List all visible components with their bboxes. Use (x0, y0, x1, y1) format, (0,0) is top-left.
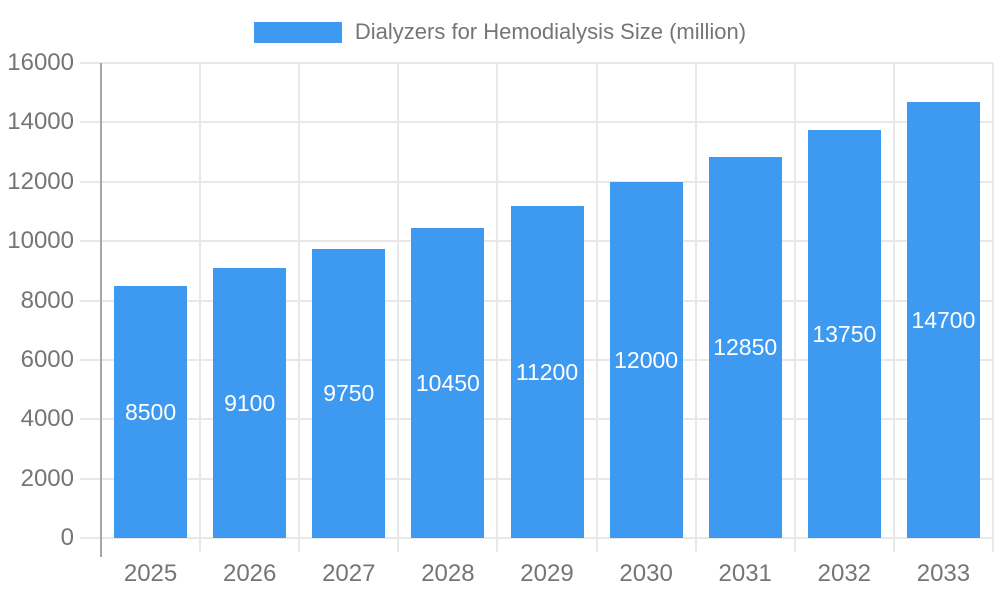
x-axis-tick-label: 2027 (322, 560, 376, 587)
chart-legend[interactable]: Dialyzers for Hemodialysis Size (million… (0, 21, 1000, 43)
x-axis-tick-label: 2028 (421, 560, 475, 587)
y-axis-tick-label: 14000 (7, 108, 74, 136)
x-gridline (992, 63, 994, 552)
x-axis-tick-label: 2033 (916, 560, 971, 587)
x-axis-tick-label: 2031 (718, 560, 772, 587)
x-axis-tick-label: 2026 (222, 560, 277, 587)
x-gridline (793, 63, 796, 552)
bar-value-label: 12850 (713, 334, 778, 361)
bar-2033[interactable] (906, 101, 980, 538)
bar-value-label: 9100 (224, 389, 276, 416)
bar-2026[interactable] (213, 267, 287, 538)
bar-value-label: 12000 (614, 346, 679, 373)
y-axis-tick-label: 2000 (20, 464, 74, 492)
x-gridline (199, 63, 202, 552)
y-axis-tick-label: 4000 (20, 405, 74, 433)
bar-2031[interactable] (708, 156, 782, 538)
x-gridline (595, 63, 598, 552)
y-gridline (80, 180, 993, 183)
bar-value-label: 11200 (515, 358, 579, 385)
bar-value-label: 8500 (124, 398, 177, 425)
y-gridline (80, 537, 993, 539)
y-axis-tick-label: 12000 (7, 167, 74, 195)
x-gridline (892, 63, 895, 552)
y-axis-tick-label: 16000 (7, 49, 74, 76)
x-axis-tick-label: 2029 (520, 560, 574, 587)
bar-2032[interactable] (807, 129, 881, 538)
y-gridline (80, 121, 993, 124)
y-axis-tick-label: 0 (60, 524, 74, 551)
bar-2028[interactable] (411, 227, 485, 538)
bar-2030[interactable] (609, 181, 683, 538)
bar-2027[interactable] (312, 248, 386, 538)
bar-value-label: 14700 (911, 306, 976, 333)
y-axis-tick-label: 8000 (20, 286, 74, 314)
bar-value-label: 9750 (323, 380, 375, 407)
x-gridline (496, 63, 499, 552)
x-gridline (694, 63, 697, 552)
y-axis-tick-label: 6000 (20, 345, 74, 373)
y-gridline (80, 62, 993, 64)
x-axis-tick-label: 2032 (817, 560, 872, 587)
x-gridline (298, 63, 301, 552)
x-gridline (397, 63, 400, 552)
x-axis-tick-label: 2025 (123, 560, 178, 587)
y-axis-tick-label: 10000 (7, 227, 74, 255)
legend-label: Dialyzers for Hemodialysis Size (million… (354, 19, 747, 44)
bar-value-label: 13750 (812, 320, 877, 347)
bar-value-label: 10450 (415, 369, 480, 396)
x-axis-tick-label: 2030 (619, 560, 673, 587)
legend-color-swatch[interactable] (253, 21, 342, 43)
bar-2029[interactable] (510, 205, 584, 538)
y-axis-line (100, 63, 102, 557)
bar-2025[interactable] (114, 285, 188, 538)
